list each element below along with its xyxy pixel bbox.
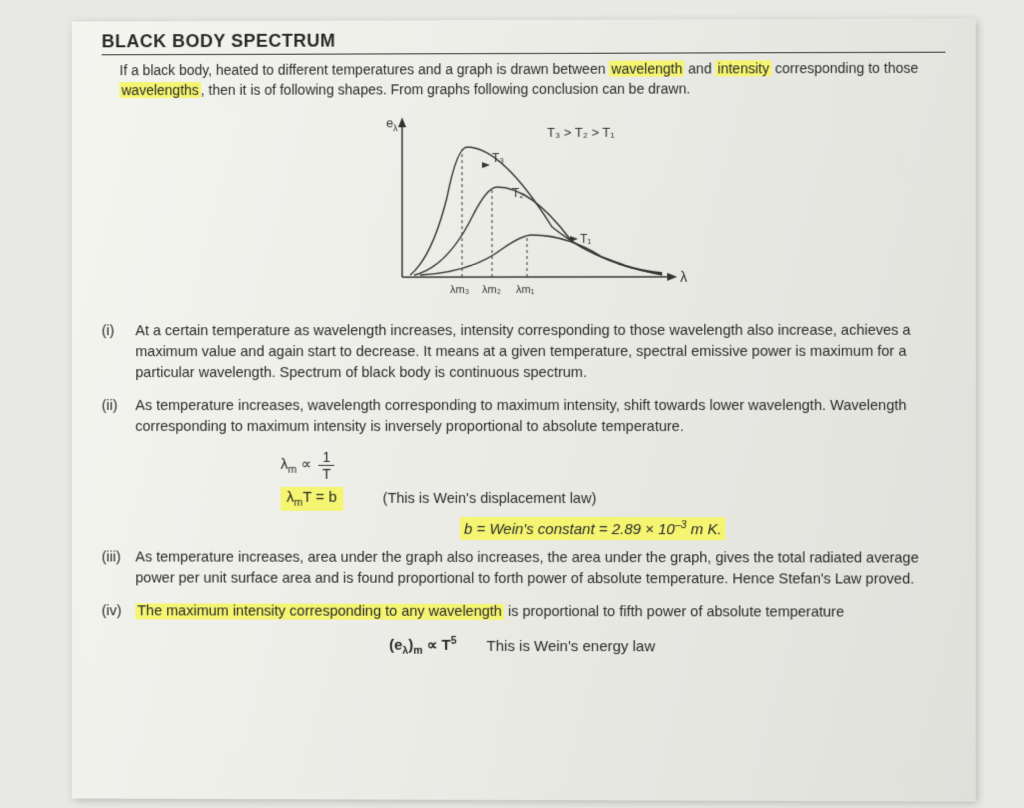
item-i-text: At a certain temperature as wavelength i… bbox=[135, 321, 945, 384]
eq-energy-note: This is Wein's energy law bbox=[487, 638, 656, 655]
eq-constant: b = Wein's constant = 2.89 × 10–3 m K. bbox=[460, 517, 945, 541]
hl-intensity: intensity bbox=[716, 60, 772, 76]
item-iv-rest: is proportional to fifth power of absolu… bbox=[504, 604, 844, 621]
item-iv: (iv) The maximum intensity corresponding… bbox=[102, 602, 946, 625]
intro-text: If a black body, heated to different tem… bbox=[119, 59, 945, 101]
item-ii: (ii) As temperature increases, wavelengt… bbox=[102, 396, 946, 438]
intro-p1: If a black body, heated to different tem… bbox=[119, 61, 609, 78]
eq-prop-num: 1 bbox=[319, 450, 335, 466]
eq-const-post: m K. bbox=[687, 521, 722, 538]
item-i: (i) At a certain temperature as waveleng… bbox=[102, 321, 946, 384]
item-iii: (iii) As temperature increases, area und… bbox=[102, 548, 946, 591]
graph-container: e λ λ T₃ > T₂ > T₁ T₃ T₂ T₁ λm₃ λm₂ λm₁ bbox=[102, 106, 946, 307]
temp-order: T₃ > T₂ > T₁ bbox=[547, 125, 615, 140]
eq-energy: (eλ)m ∝ T5 This is Wein's energy law bbox=[102, 634, 946, 658]
item-iii-text: As temperature increases, area under the… bbox=[135, 548, 945, 591]
equations: λm ∝ 1T λmT = b (This is Wein's displace… bbox=[281, 450, 946, 541]
eq-wien-lhs: λ bbox=[287, 489, 294, 506]
intro-p3: corresponding to those bbox=[771, 60, 918, 76]
item-i-num: (i) bbox=[102, 321, 136, 384]
section-title: BLACK BODY SPECTRUM bbox=[102, 29, 946, 56]
eq-wien-note: (This is Wein's displacement law) bbox=[383, 491, 596, 507]
item-ii-text: As temperature increases, wavelength cor… bbox=[135, 396, 945, 438]
eq-wien-rhs: T = b bbox=[303, 489, 337, 506]
curve-t1 bbox=[420, 235, 662, 275]
eq-const-exp: –3 bbox=[675, 519, 687, 531]
label-t1: T₁ bbox=[580, 232, 591, 246]
item-iv-num: (iv) bbox=[102, 602, 136, 623]
lm1: λm₁ bbox=[516, 284, 535, 296]
eq-wien: λmT = b (This is Wein's displacement law… bbox=[281, 487, 946, 512]
svg-text:λ: λ bbox=[393, 123, 398, 133]
item-iv-hl: The maximum intensity corresponding to a… bbox=[135, 604, 504, 621]
eq-energy-lhs: (e bbox=[389, 637, 402, 654]
eq-energy-exp: 5 bbox=[451, 635, 457, 647]
eq-prop-lhs: λ bbox=[281, 457, 288, 474]
item-ii-num: (ii) bbox=[102, 396, 136, 438]
item-iv-body: The maximum intensity corresponding to a… bbox=[135, 602, 945, 624]
intro-p4: , then it is of following shapes. From g… bbox=[201, 80, 691, 97]
x-axis-label: λ bbox=[680, 269, 687, 285]
curve-t2 bbox=[414, 187, 662, 275]
lm3: λm₃ bbox=[450, 284, 469, 296]
eq-wien-sub: m bbox=[294, 497, 303, 509]
intro-p2: and bbox=[684, 60, 715, 76]
item-iii-num: (iii) bbox=[102, 548, 136, 590]
eq-prop-sub: m bbox=[288, 465, 297, 477]
label-t3: T₃ bbox=[492, 151, 504, 165]
label-t2: T₂ bbox=[512, 186, 524, 200]
curve-t3 bbox=[410, 147, 662, 275]
page: BLACK BODY SPECTRUM If a black body, hea… bbox=[72, 18, 976, 801]
blackbody-graph: e λ λ T₃ > T₂ > T₁ T₃ T₂ T₁ λm₃ λm₂ λm₁ bbox=[342, 107, 702, 308]
hl-wavelengths: wavelengths bbox=[119, 82, 200, 98]
eq-prop-rel: ∝ bbox=[297, 457, 316, 474]
eq-energy-rel: ∝ T bbox=[423, 637, 451, 654]
lm2: λm₂ bbox=[482, 284, 501, 296]
eq-const-pre: b = Wein's constant = 2.89 × 10 bbox=[464, 521, 675, 538]
eq-prop-den: T bbox=[322, 466, 331, 481]
eq-proportional: λm ∝ 1T bbox=[281, 450, 946, 481]
hl-wavelength: wavelength bbox=[609, 61, 684, 77]
